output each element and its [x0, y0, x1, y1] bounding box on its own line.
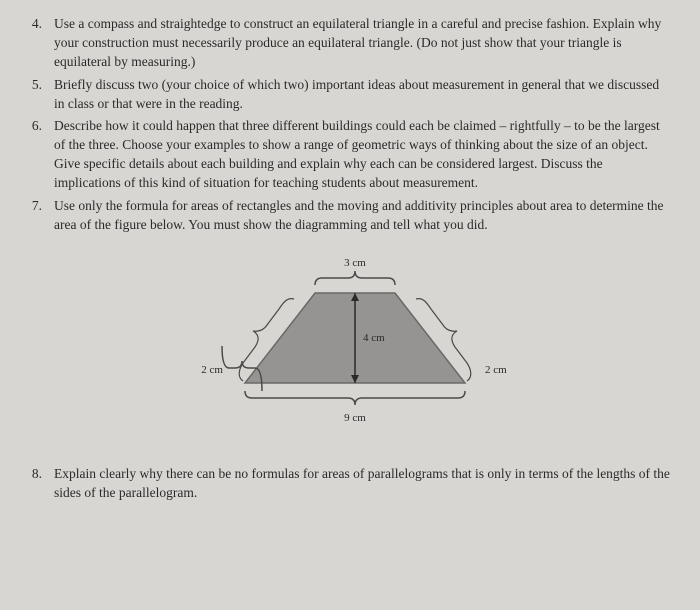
question-number: 7.	[28, 197, 54, 235]
question-number: 6.	[28, 117, 54, 193]
bottom-label: 9 cm	[344, 412, 366, 424]
question-list: 4. Use a compass and straightedge to con…	[28, 15, 672, 235]
question-number: 4.	[28, 15, 54, 72]
question-number: 8.	[28, 465, 54, 503]
question-text: Use only the formula for areas of rectan…	[54, 197, 672, 235]
figure-container: 3 cm 4 cm 2 cm 2 cm 9 cm	[28, 253, 672, 453]
top-label: 3 cm	[344, 257, 366, 269]
question-text: Use a compass and straightedge to constr…	[54, 15, 672, 72]
question-item-4: 4. Use a compass and straightedge to con…	[28, 15, 672, 72]
question-item-5: 5. Briefly discuss two (your choice of w…	[28, 76, 672, 114]
question-text: Describe how it could happen that three …	[54, 117, 672, 193]
height-label: 4 cm	[363, 332, 385, 344]
right-label: 2 cm	[485, 364, 507, 376]
question-text: Explain clearly why there can be no form…	[54, 465, 672, 503]
question-item-6: 6. Describe how it could happen that thr…	[28, 117, 672, 193]
question-number: 5.	[28, 76, 54, 114]
top-bracket	[315, 271, 395, 285]
trapezoid-figure: 3 cm 4 cm 2 cm 2 cm 9 cm	[185, 253, 515, 453]
question-item-8: 8. Explain clearly why there can be no f…	[28, 465, 672, 503]
bottom-bracket	[245, 391, 465, 405]
left-label: 2 cm	[201, 364, 223, 376]
question-list-2: 8. Explain clearly why there can be no f…	[28, 465, 672, 503]
question-text: Briefly discuss two (your choice of whic…	[54, 76, 672, 114]
question-item-7: 7. Use only the formula for areas of rec…	[28, 197, 672, 235]
